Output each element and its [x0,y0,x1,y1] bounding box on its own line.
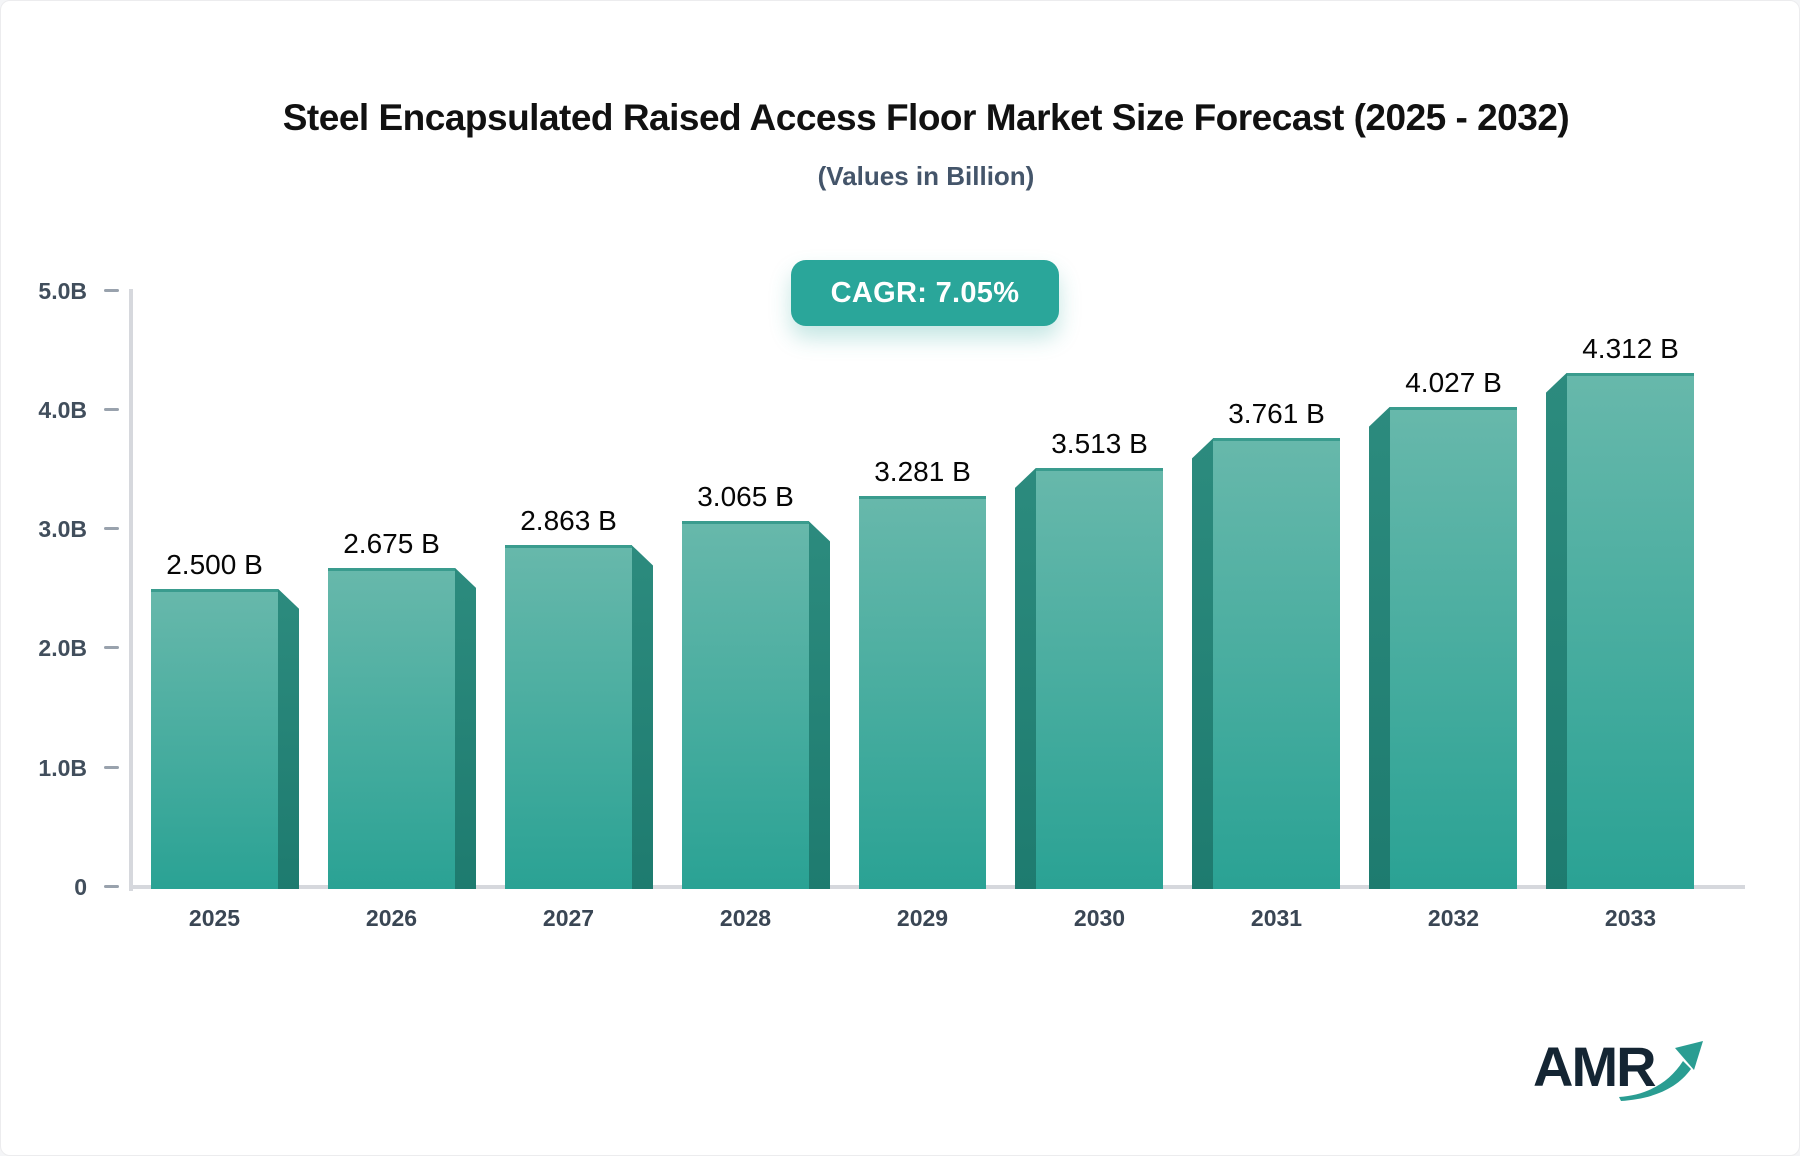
y-tick-mark [104,765,119,769]
chart-title: Steel Encapsulated Raised Access Floor M… [282,97,1570,138]
bar-value-label: 2.863 B [520,505,617,537]
bar-value-label: 4.027 B [1405,366,1502,398]
y-tick-label: 2.0B [38,635,87,662]
bar-side-face [1546,372,1567,889]
bar-value-label: 4.312 B [1582,332,1679,364]
bar-side-face [1192,438,1213,889]
bar-side-face [1369,406,1390,889]
y-tick-label: 4.0B [38,396,87,423]
bar-value-label: 3.281 B [874,455,971,487]
y-tick-mark [104,527,119,531]
y-axis-line [129,288,133,891]
x-tick-label: 2026 [365,905,418,931]
bar-side-face [1015,467,1036,889]
bar-side-face [809,521,830,889]
bar [1390,406,1517,889]
cagr-badge: CAGR: 7.05% [791,260,1059,326]
bar-side-face [632,545,653,889]
y-tick-label: 5.0B [38,277,87,304]
y-tick-mark [104,646,119,650]
chart-subtitle: (Values in Billion) [817,161,1035,191]
bar [682,521,809,889]
amr-logo: AMR [1533,1037,1743,1117]
y-tick-label: 0 [74,874,87,900]
x-tick-label: 2027 [542,905,595,931]
bar [505,545,632,889]
bar-side-face [455,567,476,889]
bar [859,495,986,889]
amr-logo-text: AMR [1533,1035,1657,1098]
y-tick-mark [104,407,119,411]
bar-value-label: 3.513 B [1051,427,1148,459]
x-tick-label: 2028 [719,905,772,931]
cagr-badge-label: CAGR: 7.05% [830,276,1020,309]
growth-arrow-icon [1619,1041,1703,1101]
x-tick-label: 2031 [1250,905,1303,931]
bar-value-label: 3.761 B [1228,398,1325,430]
x-tick-label: 2033 [1604,905,1657,931]
y-tick-mark [104,288,119,292]
bar-value-label: 2.500 B [166,548,263,580]
bar-value-label: 2.675 B [343,527,440,559]
bar [151,588,278,889]
x-tick-label: 2032 [1427,905,1480,931]
bar [1567,372,1694,889]
bar [1036,467,1163,889]
bar [1213,438,1340,889]
x-tick-label: 2029 [896,905,949,931]
x-tick-label: 2030 [1073,905,1126,931]
x-tick-label: 2025 [188,905,241,931]
y-tick-label: 1.0B [38,754,87,781]
bar [328,567,455,889]
y-tick-label: 3.0B [38,516,87,543]
bar-value-label: 3.065 B [697,481,794,513]
y-tick-mark [104,885,119,888]
bar-side-face [278,588,299,889]
